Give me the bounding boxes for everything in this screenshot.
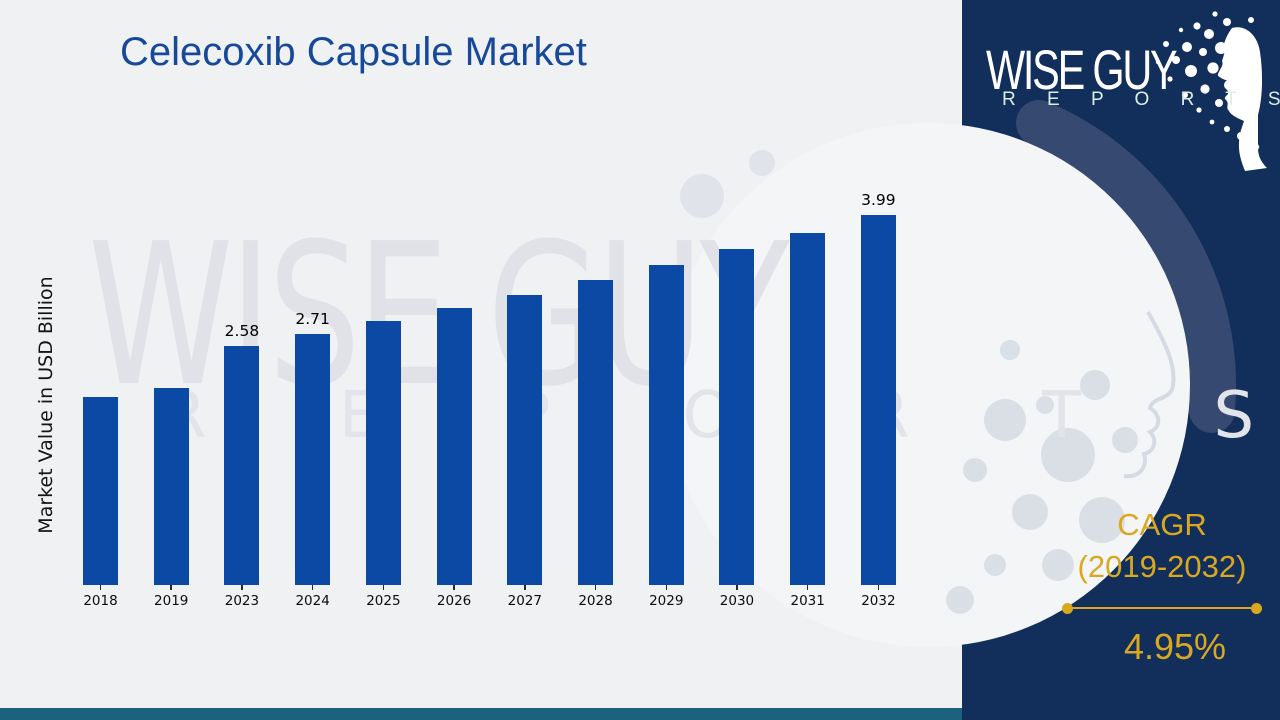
brand-logo-reports: R E P O R T S — [1002, 89, 1280, 110]
cagr-divider — [1062, 602, 1262, 614]
cagr-block: CAGR (2019-2032) 4.95% — [1060, 504, 1264, 668]
x-tick-label-2023: 2023 — [224, 593, 260, 609]
brand-logo-wordmark: WISE GUY — [986, 38, 1178, 101]
bar-2025 — [365, 321, 401, 585]
x-tick-label-2030: 2030 — [719, 593, 755, 609]
bottom-teal-strip — [0, 708, 962, 720]
x-tick-label-2031: 2031 — [790, 593, 825, 609]
x-tick-label-2024: 2024 — [295, 593, 330, 609]
x-tick-label-2032: 2032 — [861, 593, 896, 609]
bar-2018 — [83, 397, 118, 585]
x-axis-tick — [877, 585, 880, 590]
x-axis-tick — [524, 585, 526, 590]
x-axis-tick — [594, 585, 597, 590]
divider-left-dot-icon — [1062, 602, 1073, 614]
bar-value-label-2032: 3.99 — [861, 191, 896, 209]
bar-2019 — [153, 388, 189, 585]
x-tick-label-2029: 2029 — [649, 593, 684, 609]
bar-value-label-2023: 2.58 — [224, 322, 260, 340]
x-axis-tick — [241, 585, 243, 590]
page-title: Celecoxib Capsule Market — [120, 30, 587, 74]
y-axis-label: Market Value in USD Billion — [35, 276, 57, 534]
divider-rule — [1073, 607, 1251, 610]
x-tick-label-2026: 2026 — [436, 593, 472, 609]
head-halo-band — [1016, 100, 1237, 433]
bar-2024 — [295, 334, 331, 585]
x-axis-tick — [99, 585, 102, 590]
x-axis-tick — [453, 585, 455, 590]
x-tick-label-2019: 2019 — [154, 593, 189, 609]
x-axis-tick — [806, 585, 809, 590]
x-axis-tick — [170, 585, 172, 590]
bar-2032 — [860, 215, 896, 585]
x-axis-tick — [311, 585, 314, 590]
bar-2027 — [507, 295, 543, 585]
bar-2030 — [719, 249, 755, 585]
bar-2023 — [224, 346, 260, 585]
x-axis-tick — [665, 585, 667, 590]
bar-2028 — [578, 280, 614, 585]
bar-value-label-2024: 2.71 — [295, 310, 330, 328]
cagr-range: (2019-2032) — [1077, 548, 1247, 584]
bar-2031 — [790, 233, 826, 585]
logo-face-icon — [1155, 11, 1267, 171]
head-texture-dots — [946, 340, 1138, 614]
x-axis-tick — [382, 585, 385, 590]
cagr-value: 4.95% — [1123, 625, 1227, 667]
bar-2026 — [436, 308, 472, 585]
bar-2029 — [648, 265, 684, 585]
watermark-reports: R E P O R T S — [162, 379, 1254, 453]
x-tick-label-2025: 2025 — [366, 593, 401, 609]
x-tick-label-2027: 2027 — [507, 593, 542, 609]
x-tick-label-2018: 2018 — [83, 593, 118, 609]
cagr-label: CAGR — [1117, 507, 1207, 542]
x-axis-tick — [736, 585, 738, 590]
divider-right-dot-icon — [1251, 602, 1262, 614]
face-profile-outline-icon — [1123, 311, 1176, 479]
x-tick-label-2028: 2028 — [578, 593, 613, 609]
